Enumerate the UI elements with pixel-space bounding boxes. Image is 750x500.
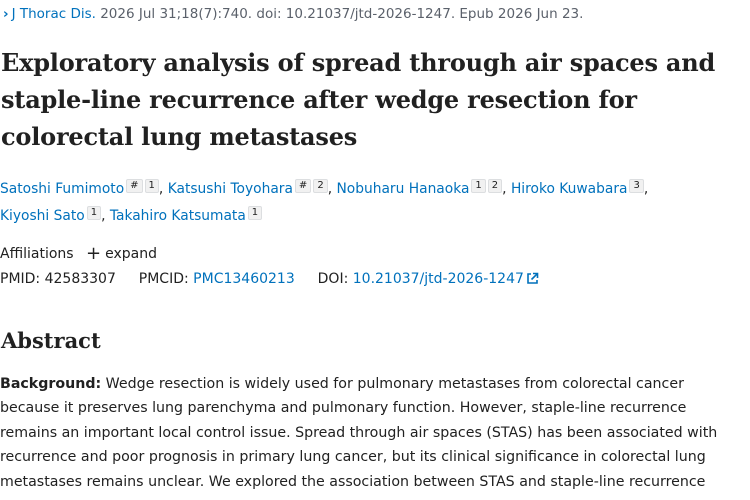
author-link[interactable]: Kiyoshi Sato (0, 208, 85, 224)
citation-details: 2026 Jul 31;18(7):740. doi: 10.21037/jtd… (100, 6, 584, 22)
author-entry: Kiyoshi Sato 1, (0, 206, 106, 224)
affiliation-marker[interactable]: 1 (247, 206, 263, 220)
author-entry: Satoshi Fumimoto #1, (0, 179, 164, 197)
author-link[interactable]: Satoshi Fumimoto (0, 181, 125, 197)
affiliation-marker[interactable]: 2 (487, 179, 503, 193)
journal-link[interactable]: J Thorac Dis. (11, 6, 96, 22)
author-list: Satoshi Fumimoto #1, Katsushi Toyohara #2,… (0, 176, 745, 230)
expand-label: expand (105, 246, 158, 262)
background-label: Background: (0, 376, 102, 392)
doi-label: DOI: (317, 271, 349, 287)
doi-value: 10.21037/jtd-2026-1247 (352, 271, 524, 287)
identifiers-row: PMID: 42583307 PMCID: PMC13460213 DOI: 1… (0, 271, 539, 289)
affiliation-marker[interactable]: 3 (629, 179, 644, 193)
affiliation-marker[interactable]: 2 (313, 179, 328, 193)
citation-line: › J Thorac Dis. 2026 Jul 31;18(7):740. do… (3, 6, 583, 22)
affiliations-label: Affiliations (0, 246, 74, 262)
article-title: Exploratory analysis of spread through a… (1, 48, 716, 151)
author-separator: , (101, 208, 106, 224)
author-entry: Hiroko Kuwabara 3, (510, 179, 649, 197)
author-separator: , (327, 181, 333, 197)
chevron-right-icon: › (3, 6, 9, 22)
plus-icon: + (86, 243, 102, 264)
author-separator: , (502, 181, 507, 197)
background-text: Wedge resection is widely used for pulmo… (0, 376, 718, 490)
author-link[interactable]: Nobuharu Hanaoka (336, 181, 470, 197)
affiliation-marker[interactable]: 1 (86, 206, 102, 220)
author-entry: Takahiro Katsumata 1 (109, 206, 263, 224)
affiliation-marker[interactable]: # (294, 179, 312, 193)
external-link-icon (526, 272, 539, 289)
affiliation-marker[interactable]: 1 (471, 179, 486, 193)
abstract-paragraph: Background: Wedge resection is widely us… (0, 372, 745, 494)
author-entry: Nobuharu Hanaoka 1 2, (336, 179, 507, 197)
author-link[interactable]: Hiroko Kuwabara (510, 181, 628, 197)
pmid-label: PMID: (0, 271, 41, 287)
pmid-value: 42583307 (44, 271, 116, 287)
doi-link[interactable]: 10.21037/jtd-2026-1247 (353, 271, 539, 287)
pmcid-link[interactable]: PMC13460213 (193, 271, 295, 287)
pmcid-label: PMCID: (138, 271, 189, 287)
affiliation-marker[interactable]: 1 (144, 179, 159, 193)
affiliations-expand-button[interactable]: + expand (86, 243, 158, 264)
affiliations-row: Affiliations + expand (0, 242, 158, 264)
author-separator: , (158, 181, 164, 197)
affiliation-marker[interactable]: # (126, 179, 143, 193)
author-link[interactable]: Katsushi Toyohara (167, 181, 293, 197)
author-entry: Katsushi Toyohara #2, (167, 179, 333, 197)
author-separator: , (643, 181, 649, 197)
abstract-heading: Abstract (1, 328, 101, 353)
author-link[interactable]: Takahiro Katsumata (109, 208, 246, 224)
